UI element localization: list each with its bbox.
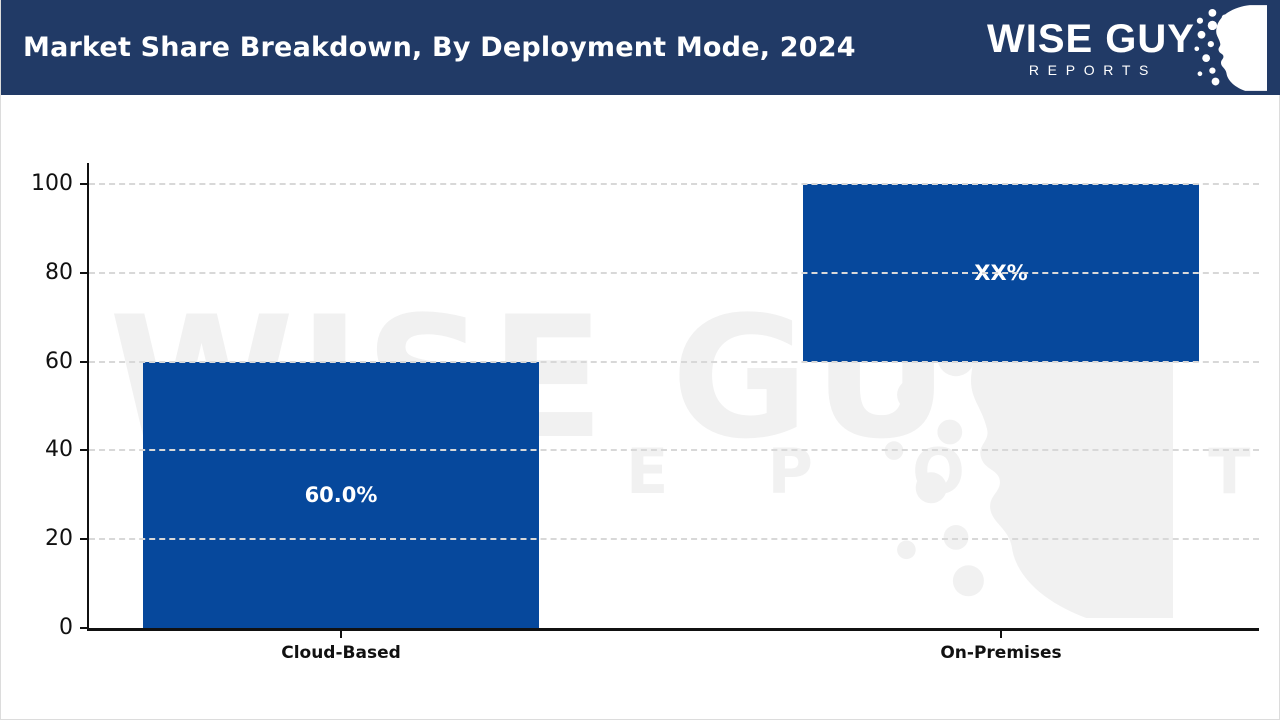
y-tick-mark bbox=[80, 449, 89, 452]
x-tick-mark bbox=[1000, 631, 1002, 638]
y-tick-label: 80 bbox=[45, 259, 73, 285]
y-tick-mark bbox=[80, 627, 89, 629]
y-tick-mark bbox=[80, 271, 89, 274]
chart-area: WISE GUY REPORTS 02040608010060.0%Cloud-… bbox=[1, 95, 1280, 720]
x-axis-spine bbox=[87, 628, 1259, 631]
page-title: Market Share Breakdown, By Deployment Mo… bbox=[23, 32, 856, 63]
logo-wordmark: WISE GUY bbox=[986, 16, 1195, 61]
logo-subtext: REPORTS bbox=[1028, 61, 1158, 78]
y-tick-label: 20 bbox=[45, 526, 73, 552]
wiseguy-face-icon bbox=[1194, 4, 1267, 91]
bar-value-label: 60.0% bbox=[304, 482, 378, 507]
y-tick-mark bbox=[80, 183, 89, 185]
y-tick-mark bbox=[80, 360, 89, 363]
gridline bbox=[89, 183, 1259, 185]
x-tick-mark bbox=[340, 631, 342, 638]
bar: 60.0% bbox=[143, 361, 539, 628]
y-tick-label: 60 bbox=[45, 348, 73, 374]
y-axis-spine bbox=[87, 163, 89, 631]
gridline bbox=[89, 538, 1259, 541]
y-tick-mark bbox=[80, 538, 89, 541]
header: Market Share Breakdown, By Deployment Mo… bbox=[1, 0, 1280, 95]
gridline bbox=[89, 271, 1259, 274]
x-category-label: On-Premises bbox=[940, 643, 1062, 663]
x-category-label: Cloud-Based bbox=[281, 643, 401, 663]
gridline bbox=[89, 360, 1259, 363]
wiseguy-logo: WISE GUY REPORTS bbox=[987, 4, 1280, 91]
gridline bbox=[89, 449, 1259, 452]
y-tick-label: 40 bbox=[45, 437, 73, 463]
y-tick-label: 100 bbox=[31, 171, 73, 196]
y-tick-label: 0 bbox=[59, 615, 73, 640]
logo-text: WISE GUY REPORTS bbox=[987, 19, 1195, 77]
